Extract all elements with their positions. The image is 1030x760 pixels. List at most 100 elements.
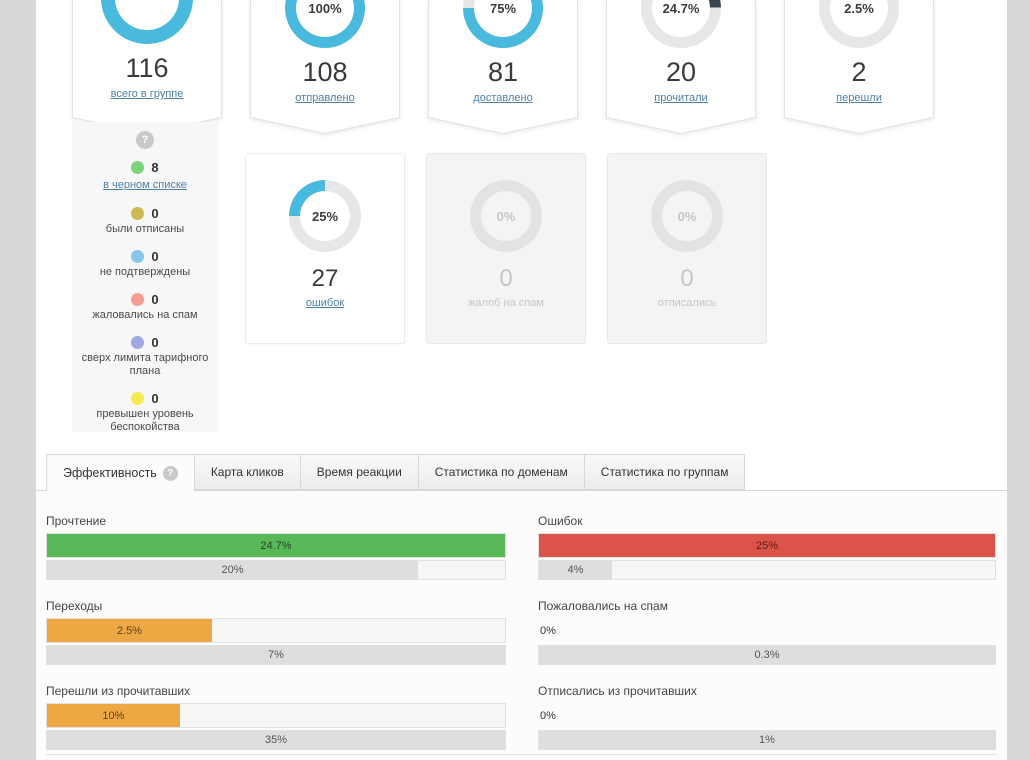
tab-domain-stats-label: Статистика по доменам bbox=[434, 465, 568, 479]
effectiveness-panel: Прочтение 24.7% 20% Переходы 2.5% bbox=[36, 490, 1007, 760]
unsubscribed-card-label: отписались bbox=[657, 297, 717, 309]
donut-percent: 0% bbox=[496, 208, 516, 224]
metric-errors: Ошибок 25% 4% bbox=[538, 514, 996, 580]
total-donut-chart bbox=[101, 0, 193, 44]
unsubscribed-value: 0 bbox=[680, 265, 694, 292]
reading-value-bar: 24.7% bbox=[46, 533, 506, 558]
stat-card-errors: 25% 27 ошибок bbox=[245, 153, 405, 344]
spam-complaints-value-label: 0% bbox=[540, 624, 556, 637]
stat-card-clicked: 2.5% 2 перешли bbox=[784, 0, 934, 134]
legend-help-icon[interactable]: ? bbox=[136, 131, 154, 149]
legend-item-unconfirmed: 0 не подтверждены bbox=[72, 248, 218, 279]
unconfirmed-dot-icon bbox=[131, 249, 145, 263]
over-plan-limit-dot-icon bbox=[131, 335, 145, 349]
legend-item-spam-complaint: 0 жаловались на спам bbox=[72, 291, 218, 322]
errors-value-bar: 25% bbox=[538, 533, 996, 558]
donut-percent: 0% bbox=[677, 208, 697, 224]
unsub-from-readers-average-label: 1% bbox=[759, 734, 775, 746]
donut-percent: 25% bbox=[311, 208, 339, 224]
sent-value: 108 bbox=[302, 57, 348, 87]
donut-percent bbox=[101, 0, 193, 44]
errors-average-bar: 4% bbox=[538, 560, 996, 580]
legend-item-unsubscribed: 0 были отписаны bbox=[72, 205, 218, 236]
donut-percent: 2.5% bbox=[844, 0, 874, 16]
stat-card-total-in-group: 116 всего в группе bbox=[72, 0, 222, 134]
funnel-cards-row: 116 всего в группе 100% 108 отправлено 7… bbox=[36, 0, 1007, 140]
tab-effectiveness[interactable]: Эффективность ? bbox=[46, 454, 195, 491]
blacklist-dot-icon bbox=[131, 160, 145, 174]
unsubscribed-label: были отписаны bbox=[105, 223, 185, 235]
spam-complaint-label: жаловались на спам bbox=[92, 309, 198, 321]
read-value: 20 bbox=[665, 57, 697, 87]
read-donut-chart: 24.7% bbox=[641, 0, 721, 48]
effectiveness-help-icon[interactable]: ? bbox=[162, 465, 178, 481]
read-link[interactable]: прочитали bbox=[654, 92, 708, 104]
effectiveness-right-column: Ошибок 25% 4% Пожаловались на спам 0% bbox=[538, 514, 996, 760]
unsubscribed-count: 0 bbox=[151, 205, 159, 221]
errors-average-label: 4% bbox=[567, 564, 584, 576]
over-plan-limit-label: сверх лимита тарифного плана bbox=[81, 352, 209, 377]
reading-average-label: 20% bbox=[221, 564, 244, 576]
tab-domain-stats[interactable]: Статистика по доменам bbox=[417, 454, 585, 490]
tab-group-stats-label: Статистика по группам bbox=[600, 465, 729, 479]
metric-spam-complaints: Пожаловались на спам 0% 0.3% bbox=[538, 599, 996, 665]
spam-complaints-average-bar: 0.3% bbox=[538, 645, 996, 665]
clicked-from-readers-value-bar: 10% bbox=[46, 703, 506, 728]
sent-link[interactable]: отправлено bbox=[295, 92, 355, 104]
metric-reading: Прочтение 24.7% 20% bbox=[46, 514, 506, 580]
tab-click-map-label: Карта кликов bbox=[210, 465, 284, 479]
tab-group-stats[interactable]: Статистика по группам bbox=[583, 454, 746, 490]
metric-title: Пожаловались на спам bbox=[538, 599, 668, 613]
metric-title: Переходы bbox=[46, 599, 103, 613]
spam-complaints-label: жалоб на спам bbox=[468, 297, 544, 309]
spam-complaint-count: 0 bbox=[151, 291, 159, 307]
metric-title: Перешли из прочитавших bbox=[46, 684, 191, 698]
metric-title: Отписались из прочитавших bbox=[538, 684, 697, 698]
unsub-from-readers-value-label: 0% bbox=[540, 709, 556, 722]
campaign-stats-page: 116 всего в группе 100% 108 отправлено 7… bbox=[36, 0, 1007, 760]
donut-percent: 100% bbox=[308, 0, 342, 16]
donut-percent: 75% bbox=[489, 0, 517, 16]
unsubscribed-donut-chart: 0% bbox=[651, 180, 723, 252]
exclusions-legend-panel: ? 8 в черном списке 0 были отписаны 0 не… bbox=[72, 122, 218, 434]
stats-tab-bar: Эффективность ? Карта кликов Время реакц… bbox=[46, 454, 746, 491]
legend-item-blacklist: 8 в черном списке bbox=[72, 159, 218, 193]
total-in-group-link[interactable]: всего в группе bbox=[110, 88, 184, 100]
clicks-value-label: 2.5% bbox=[116, 624, 142, 637]
stat-card-unsubscribed: 0% 0 отписались bbox=[607, 153, 767, 344]
total-in-group-value: 116 bbox=[125, 53, 169, 83]
metric-clicks: Переходы 2.5% 7% bbox=[46, 599, 506, 665]
stat-card-spam-complaints: 0% 0 жалоб на спам bbox=[426, 153, 586, 344]
tab-reaction-time[interactable]: Время реакции bbox=[299, 454, 419, 490]
sent-donut-chart: 100% bbox=[285, 0, 365, 48]
clicked-from-readers-average-bar: 35% bbox=[46, 730, 506, 750]
metric-clicked-from-readers: Перешли из прочитавших 10% 35% bbox=[46, 684, 506, 750]
delivered-link[interactable]: доставлено bbox=[473, 92, 533, 104]
spam-complaints-value: 0 bbox=[499, 265, 513, 292]
tab-click-map[interactable]: Карта кликов bbox=[193, 454, 301, 490]
errors-value-label: 25% bbox=[755, 539, 779, 552]
errors-link[interactable]: ошибок bbox=[305, 297, 345, 309]
clicked-link[interactable]: перешли bbox=[836, 92, 882, 104]
over-plan-limit-count: 0 bbox=[151, 334, 159, 350]
spam-complaints-donut-chart: 0% bbox=[470, 180, 542, 252]
spam-complaint-dot-icon bbox=[131, 292, 145, 306]
delivered-donut-chart: 75% bbox=[463, 0, 543, 48]
reading-value-label: 24.7% bbox=[260, 539, 292, 552]
clicks-average-bar: 7% bbox=[46, 645, 506, 665]
blacklist-count: 8 bbox=[151, 159, 159, 175]
section-divider bbox=[46, 754, 997, 755]
metric-title: Прочтение bbox=[46, 514, 106, 528]
legend-item-over-plan-limit: 0 сверх лимита тарифного плана bbox=[72, 334, 218, 378]
metric-unsub-from-readers: Отписались из прочитавших 0% 1% bbox=[538, 684, 996, 750]
unsub-from-readers-average-bar: 1% bbox=[538, 730, 996, 750]
spam-complaints-average-label: 0.3% bbox=[754, 649, 780, 661]
unconfirmed-label: не подтверждены bbox=[99, 266, 191, 278]
unsubscribed-dot-icon bbox=[131, 206, 145, 220]
clicked-value: 2 bbox=[851, 57, 867, 87]
legend-item-anxiety-level: 0 превышен уровень беспокойства bbox=[72, 390, 218, 434]
donut-percent: 24.7% bbox=[662, 0, 700, 16]
stat-card-read: 24.7% 20 прочитали bbox=[606, 0, 756, 134]
stat-card-sent: 100% 108 отправлено bbox=[250, 0, 400, 134]
blacklist-link[interactable]: в черном списке bbox=[103, 179, 187, 191]
